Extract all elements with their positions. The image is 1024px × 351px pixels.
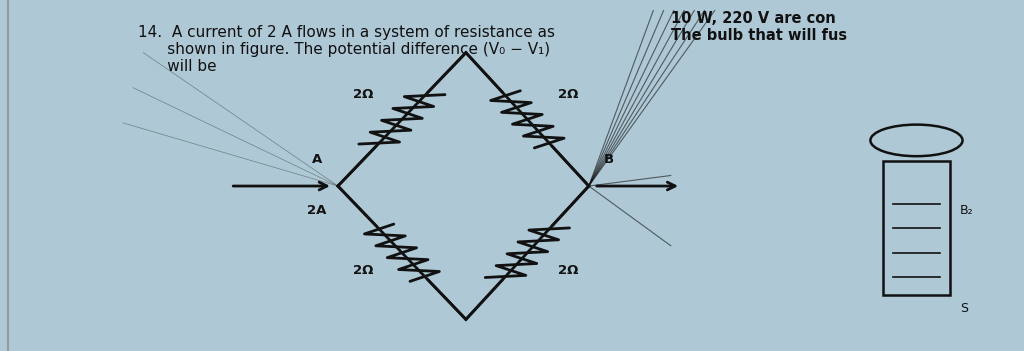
Text: 2Ω: 2Ω [558, 264, 579, 277]
Text: 2Ω: 2Ω [353, 264, 374, 277]
Text: 2Ω: 2Ω [558, 88, 579, 101]
Text: B₂: B₂ [961, 204, 974, 217]
Text: A: A [312, 153, 323, 166]
Text: S: S [961, 302, 968, 316]
Text: 10 W, 220 V are con
The bulb that will fus: 10 W, 220 V are con The bulb that will f… [671, 11, 847, 43]
Text: 2A: 2A [307, 204, 327, 217]
Text: 14.  A current of 2 A flows in a system of resistance as
      shown in figure. : 14. A current of 2 A flows in a system o… [138, 25, 555, 74]
Bar [883, 161, 950, 295]
Text: 2Ω: 2Ω [353, 88, 374, 101]
Text: B: B [604, 153, 614, 166]
